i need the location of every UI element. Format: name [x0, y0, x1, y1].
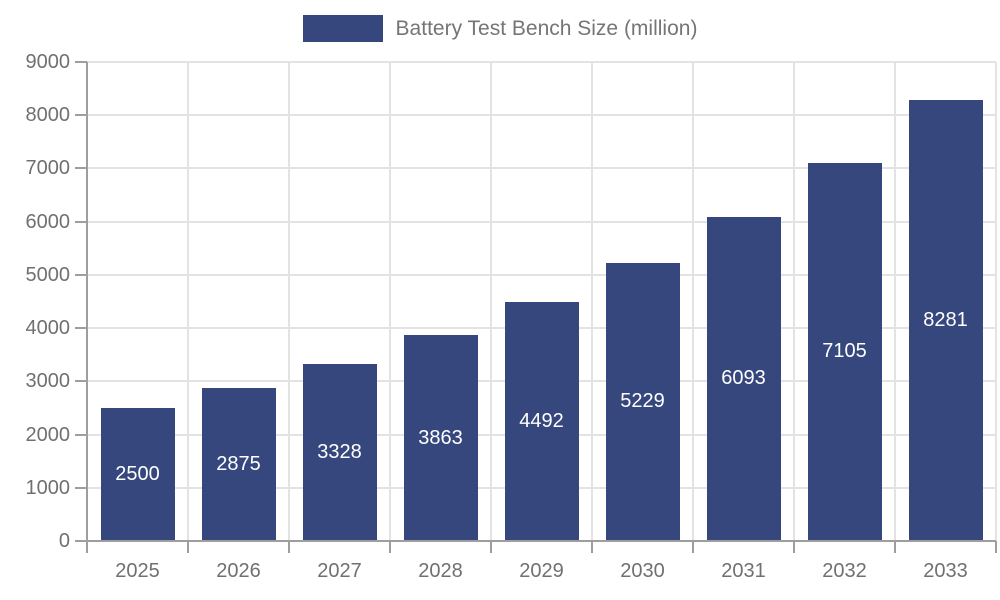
- y-axis-tick: [75, 540, 87, 542]
- bar-value-label: 3328: [317, 440, 362, 463]
- gridline-vertical: [591, 62, 593, 541]
- bar-2031[interactable]: 6093: [706, 216, 781, 541]
- y-axis-tick: [75, 273, 87, 276]
- y-axis-tick: [75, 433, 87, 436]
- y-axis-label: 6000: [25, 210, 71, 233]
- y-axis-label: 5000: [25, 263, 71, 286]
- x-axis-label-2029: 2029: [519, 560, 564, 582]
- y-axis-tick: [75, 486, 87, 489]
- x-axis-tick: [692, 541, 694, 553]
- y-axis-label: 8000: [25, 104, 71, 127]
- x-axis-label-2031: 2031: [721, 560, 766, 582]
- x-axis-label-2028: 2028: [418, 560, 463, 582]
- gridline-vertical: [894, 62, 896, 541]
- y-axis-label: 7000: [25, 157, 71, 180]
- x-axis-line: [87, 540, 996, 542]
- x-axis-label-2026: 2026: [216, 560, 261, 582]
- bar-value-label: 5229: [620, 390, 665, 413]
- x-axis-label-2030: 2030: [620, 560, 665, 582]
- y-axis-tick: [75, 327, 87, 330]
- gridline-horizontal: [87, 167, 996, 170]
- x-axis-tick: [288, 541, 290, 553]
- gridline-vertical: [793, 62, 795, 541]
- y-axis-label: 1000: [25, 476, 71, 499]
- legend-label: Battery Test Bench Size (million): [395, 16, 698, 40]
- bar-value-label: 6093: [721, 367, 766, 390]
- x-axis-label-2032: 2032: [822, 560, 867, 582]
- bar-2033[interactable]: 8281: [908, 100, 983, 541]
- gridline-vertical: [389, 62, 391, 541]
- x-axis-label-2033: 2033: [923, 560, 968, 582]
- y-axis-label: 4000: [25, 317, 71, 340]
- x-axis-tick: [86, 541, 88, 553]
- bar-value-label: 3863: [418, 426, 463, 449]
- x-axis-tick: [187, 541, 189, 553]
- gridline-horizontal: [87, 273, 996, 276]
- legend[interactable]: Battery Test Bench Size (million): [0, 15, 1000, 42]
- x-axis-label-2027: 2027: [317, 560, 362, 582]
- gridline-vertical: [490, 62, 492, 541]
- x-axis-tick: [793, 541, 795, 553]
- bar-2029[interactable]: 4492: [504, 301, 579, 541]
- bar-2026[interactable]: 2875: [201, 387, 276, 541]
- y-axis-label: 0: [58, 530, 70, 552]
- gridline-vertical: [995, 62, 997, 541]
- y-axis-tick: [75, 220, 87, 223]
- x-axis-tick: [389, 541, 391, 553]
- x-axis-tick: [894, 541, 896, 553]
- y-axis-tick: [75, 380, 87, 383]
- gridline-horizontal: [87, 220, 996, 223]
- x-axis-tick: [591, 541, 593, 553]
- y-axis-tick: [75, 114, 87, 117]
- gridline-vertical: [692, 62, 694, 541]
- bar-value-label: 4492: [519, 409, 564, 432]
- y-axis-label: 2000: [25, 423, 71, 446]
- x-axis-label-2025: 2025: [115, 560, 160, 582]
- bar-value-label: 2500: [115, 462, 160, 485]
- y-axis-tick: [75, 61, 87, 63]
- y-axis-label: 9000: [25, 51, 71, 73]
- bar-2025[interactable]: 2500: [100, 407, 175, 541]
- bar-value-label: 8281: [923, 309, 968, 332]
- legend-swatch: [302, 15, 383, 42]
- gridline-horizontal: [87, 61, 996, 63]
- gridline-vertical: [288, 62, 290, 541]
- x-axis-tick: [995, 541, 997, 553]
- bar-2028[interactable]: 3863: [403, 335, 478, 541]
- bar-value-label: 7105: [822, 340, 867, 363]
- y-axis-tick: [75, 167, 87, 170]
- y-axis-label: 3000: [25, 370, 71, 393]
- bar-2027[interactable]: 3328: [302, 363, 377, 541]
- x-axis-tick: [490, 541, 492, 553]
- gridline-vertical: [187, 62, 189, 541]
- bar-value-label: 2875: [216, 452, 261, 475]
- y-axis-line: [86, 62, 88, 541]
- bar-2030[interactable]: 5229: [605, 262, 680, 541]
- bar-2032[interactable]: 7105: [807, 162, 882, 541]
- gridline-horizontal: [87, 114, 996, 117]
